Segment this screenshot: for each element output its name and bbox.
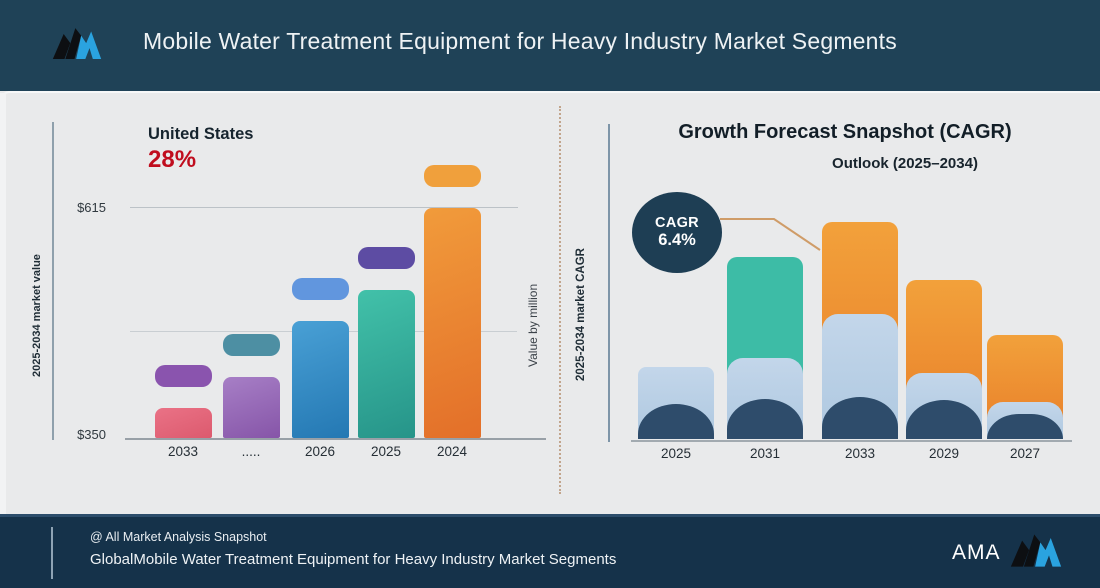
market-bar-2026 bbox=[291, 321, 349, 438]
y-tick-615: $615 bbox=[77, 200, 106, 215]
market-bar-2033 bbox=[154, 408, 212, 438]
value-axis-title: Value by million bbox=[526, 283, 540, 368]
left-chart-highlight: 28% bbox=[148, 146, 197, 173]
right-chart-title: Growth Forecast Snapshot (CAGR) bbox=[678, 121, 1012, 143]
floating-pill-2024 bbox=[423, 165, 481, 187]
market-bar-2025 bbox=[357, 290, 415, 438]
right-chart-subtitle: Outlook (2025–2034) bbox=[832, 155, 978, 172]
right-y-axis-title: 2025-2034 market CAGR bbox=[575, 248, 587, 382]
x-tick-label-2024: 2024 bbox=[436, 444, 468, 459]
floating-pill-2026 bbox=[291, 278, 349, 300]
floating-pill-2025 bbox=[357, 247, 415, 269]
cagr-badge-value: 6.4% bbox=[658, 231, 696, 249]
left-chart-heading: United States bbox=[148, 125, 254, 143]
footer-bar: @ All Market Analysis Snapshot GlobalMob… bbox=[0, 514, 1100, 588]
stack-base-2033 bbox=[822, 397, 898, 439]
page-title: Mobile Water Treatment Equipment for Hea… bbox=[143, 28, 897, 54]
left-y-axis-line bbox=[52, 122, 54, 440]
x-tick-label-2027: 2027 bbox=[1009, 446, 1041, 461]
y-tick-350: $350 bbox=[77, 427, 106, 442]
right-y-axis-line bbox=[608, 124, 610, 442]
x-tick-label-2031: 2031 bbox=[749, 446, 781, 461]
footer-ama-logo-icon bbox=[1010, 534, 1062, 567]
right-x-axis-line bbox=[631, 440, 1072, 442]
market-bar-..... bbox=[222, 377, 280, 438]
footer-credit: @ All Market Analysis Snapshot bbox=[90, 530, 267, 544]
market-bar-2024 bbox=[423, 208, 481, 438]
stack-base-2031 bbox=[727, 399, 803, 439]
stack-base-2027 bbox=[987, 414, 1063, 439]
left-x-axis-line bbox=[125, 438, 546, 440]
gridline-615 bbox=[130, 207, 518, 208]
x-tick-label-2025: 2025 bbox=[370, 444, 402, 459]
floating-pill-2033 bbox=[154, 365, 212, 387]
x-tick-label-2029: 2029 bbox=[928, 446, 960, 461]
header-bar: Mobile Water Treatment Equipment for Hea… bbox=[0, 0, 1100, 91]
x-tick-label-2026: 2026 bbox=[304, 444, 336, 459]
x-tick-label-2033: 2033 bbox=[844, 446, 876, 461]
x-tick-label-2025: 2025 bbox=[660, 446, 692, 461]
panel-divider bbox=[559, 106, 561, 494]
footer-title: GlobalMobile Water Treatment Equipment f… bbox=[90, 551, 617, 568]
ama-logo-icon bbox=[52, 28, 102, 59]
floating-pill-..... bbox=[222, 334, 280, 356]
cagr-badge-label: CAGR bbox=[655, 215, 699, 231]
x-tick-label-2033: 2033 bbox=[167, 444, 199, 459]
x-tick-label-.....: ..... bbox=[241, 444, 261, 459]
left-y-axis-title: 2025-2034 market value bbox=[31, 254, 43, 377]
cagr-badge: CAGR 6.4% bbox=[632, 192, 722, 273]
footer-brand-text: AMA bbox=[952, 541, 1001, 564]
footer-divider-line bbox=[51, 527, 53, 579]
